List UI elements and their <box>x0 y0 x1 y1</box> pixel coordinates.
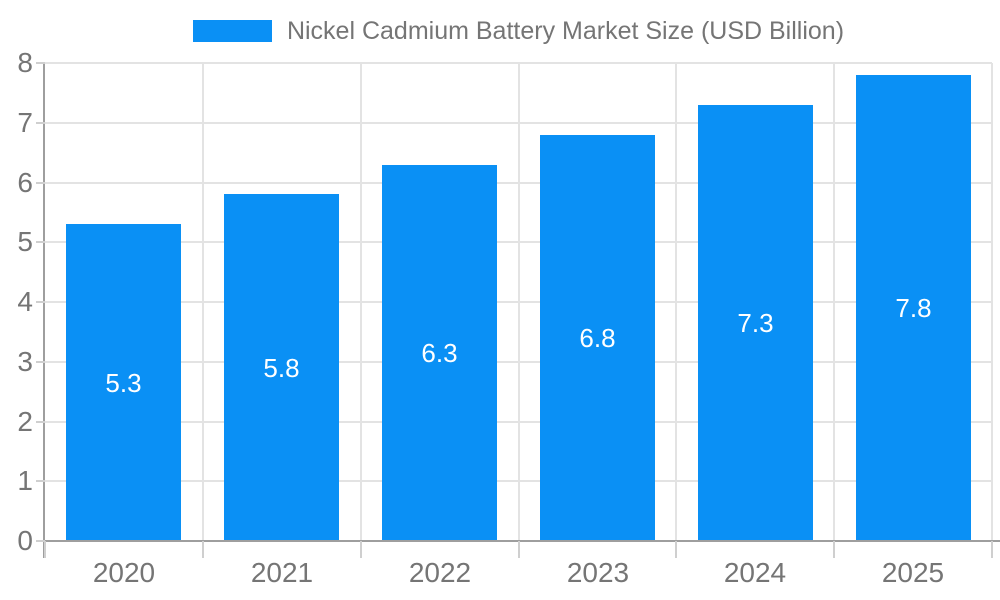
x-axis-label-2023: 2023 <box>566 557 630 588</box>
y-axis-tick <box>36 361 45 363</box>
y-axis-tick <box>36 301 45 303</box>
y-axis-label-1: 1 <box>17 465 33 496</box>
x-axis-label-2024: 2024 <box>723 557 787 588</box>
bar-value-label: 7.8 <box>895 293 932 323</box>
chart-legend[interactable]: Nickel Cadmium Battery Market Size (USD … <box>45 17 992 45</box>
y-axis-label-5: 5 <box>17 226 33 257</box>
y-axis-tick <box>36 62 45 64</box>
y-axis-label-4: 4 <box>17 286 33 317</box>
bar-value-label: 7.3 <box>737 308 774 338</box>
legend-series-label: Nickel Cadmium Battery Market Size (USD … <box>286 17 845 45</box>
bar-2022[interactable]: 6.3 <box>382 165 497 541</box>
gridline-vertical <box>675 63 677 541</box>
y-axis-label-0: 0 <box>17 525 33 556</box>
x-axis-tick <box>202 541 204 558</box>
x-axis-tick <box>518 541 520 558</box>
gridline-vertical <box>991 63 993 541</box>
bar-2021[interactable]: 5.8 <box>224 194 339 541</box>
bar-value-label: 6.8 <box>579 323 616 353</box>
x-axis-label-2025: 2025 <box>881 557 945 588</box>
y-axis-tick <box>36 182 45 184</box>
x-axis-tick <box>44 541 46 558</box>
bar-2023[interactable]: 6.8 <box>540 135 655 541</box>
y-axis-tick <box>36 480 45 482</box>
x-axis-tick <box>360 541 362 558</box>
y-axis-label-3: 3 <box>17 346 33 377</box>
gridline-vertical <box>202 63 204 541</box>
gridline-vertical <box>518 63 520 541</box>
y-axis-label-7: 7 <box>17 107 33 138</box>
x-axis-tick <box>675 541 677 558</box>
bar-value-label: 5.3 <box>105 367 142 398</box>
x-axis-tick <box>833 541 835 558</box>
y-axis-label-2: 2 <box>17 406 33 437</box>
y-axis-label-6: 6 <box>17 167 33 198</box>
gridline-vertical <box>360 63 362 541</box>
bar-value-label: 5.8 <box>263 352 300 383</box>
plot-area: 5.3 5.8 6.3 6.8 7.3 7.8 <box>45 62 993 541</box>
y-axis-tick <box>36 241 45 243</box>
bar-value-label: 6.3 <box>421 338 458 368</box>
gridline-vertical <box>833 63 835 541</box>
y-axis-tick <box>36 122 45 124</box>
bar-2020[interactable]: 5.3 <box>66 224 181 541</box>
bar-2025[interactable]: 7.8 <box>856 75 971 541</box>
x-axis-label-2021: 2021 <box>250 557 314 588</box>
legend-swatch <box>192 20 272 42</box>
y-axis-line <box>43 63 45 558</box>
x-axis-label-2020: 2020 <box>92 557 156 588</box>
y-axis-label-8: 8 <box>17 47 33 78</box>
y-axis-tick <box>36 421 45 423</box>
y-axis-tick <box>36 540 45 542</box>
bar-2024[interactable]: 7.3 <box>698 105 813 541</box>
x-axis-tick <box>991 541 993 558</box>
x-axis-baseline <box>45 540 1000 542</box>
x-axis-label-2022: 2022 <box>408 557 472 588</box>
